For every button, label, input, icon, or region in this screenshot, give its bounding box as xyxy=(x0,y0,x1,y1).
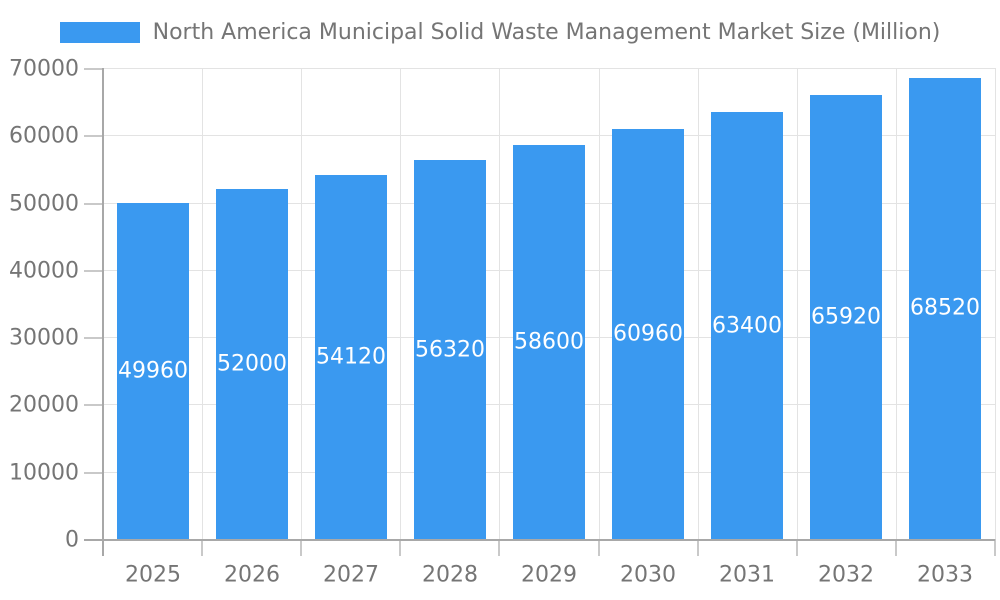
bar-value-label: 65920 xyxy=(811,304,881,330)
y-tick xyxy=(84,337,103,339)
y-tick-label: 20000 xyxy=(9,392,79,418)
x-gridline xyxy=(400,68,401,539)
x-tick xyxy=(796,539,798,556)
x-tick-label: 2032 xyxy=(818,562,874,588)
x-tick-label: 2030 xyxy=(620,562,676,588)
x-tick xyxy=(498,539,500,556)
x-tick-label: 2033 xyxy=(917,562,973,588)
bar-value-label: 54120 xyxy=(316,344,386,370)
bar-2030 xyxy=(612,129,684,539)
x-axis-line xyxy=(84,539,995,541)
bar-2031 xyxy=(711,112,783,539)
x-tick-label: 2031 xyxy=(719,562,775,588)
y-tick xyxy=(84,270,103,272)
x-tick-label: 2028 xyxy=(422,562,478,588)
y-gridline xyxy=(103,135,995,136)
x-gridline xyxy=(896,68,897,539)
x-tick xyxy=(399,539,401,556)
y-tick xyxy=(84,135,103,137)
x-tick-label: 2029 xyxy=(521,562,577,588)
bar-value-label: 52000 xyxy=(217,351,287,377)
x-gridline xyxy=(698,68,699,539)
bar-2029 xyxy=(513,145,585,539)
y-tick-label: 50000 xyxy=(9,191,79,217)
x-tick-label: 2026 xyxy=(224,562,280,588)
y-tick xyxy=(84,404,103,406)
bar-2025 xyxy=(117,203,189,539)
bar-value-label: 68520 xyxy=(910,295,980,321)
x-gridline xyxy=(202,68,203,539)
legend: North America Municipal Solid Waste Mana… xyxy=(0,16,1000,48)
bar-2032 xyxy=(810,95,882,539)
x-gridline xyxy=(995,68,996,539)
bar-value-label: 56320 xyxy=(415,337,485,363)
x-gridline xyxy=(599,68,600,539)
bar-value-label: 60960 xyxy=(613,321,683,347)
x-tick-label: 2027 xyxy=(323,562,379,588)
y-tick-label: 40000 xyxy=(9,258,79,284)
x-tick xyxy=(300,539,302,556)
x-tick xyxy=(994,539,996,556)
y-tick xyxy=(84,203,103,205)
bar-value-label: 49960 xyxy=(118,358,188,384)
chart-title: North America Municipal Solid Waste Mana… xyxy=(152,19,941,45)
x-gridline xyxy=(797,68,798,539)
y-tick xyxy=(84,472,103,474)
bar-value-label: 58600 xyxy=(514,329,584,355)
x-gridline xyxy=(499,68,500,539)
x-tick xyxy=(895,539,897,556)
bar-2033 xyxy=(909,78,981,539)
legend-swatch xyxy=(59,21,140,43)
x-tick xyxy=(201,539,203,556)
x-tick-label: 2025 xyxy=(125,562,181,588)
x-gridline xyxy=(301,68,302,539)
bar-2026 xyxy=(216,189,288,539)
y-tick-label: 30000 xyxy=(9,325,79,351)
bar-2028 xyxy=(414,160,486,539)
y-tick-label: 70000 xyxy=(9,56,79,82)
y-tick-label: 60000 xyxy=(9,123,79,149)
y-axis-line xyxy=(102,68,104,556)
y-gridline xyxy=(103,68,995,69)
x-tick xyxy=(697,539,699,556)
y-tick-label: 10000 xyxy=(9,460,79,486)
bar-2027 xyxy=(315,175,387,539)
x-tick xyxy=(598,539,600,556)
y-tick-label: 0 xyxy=(65,527,79,553)
y-tick xyxy=(84,68,103,70)
bar-value-label: 63400 xyxy=(712,313,782,339)
